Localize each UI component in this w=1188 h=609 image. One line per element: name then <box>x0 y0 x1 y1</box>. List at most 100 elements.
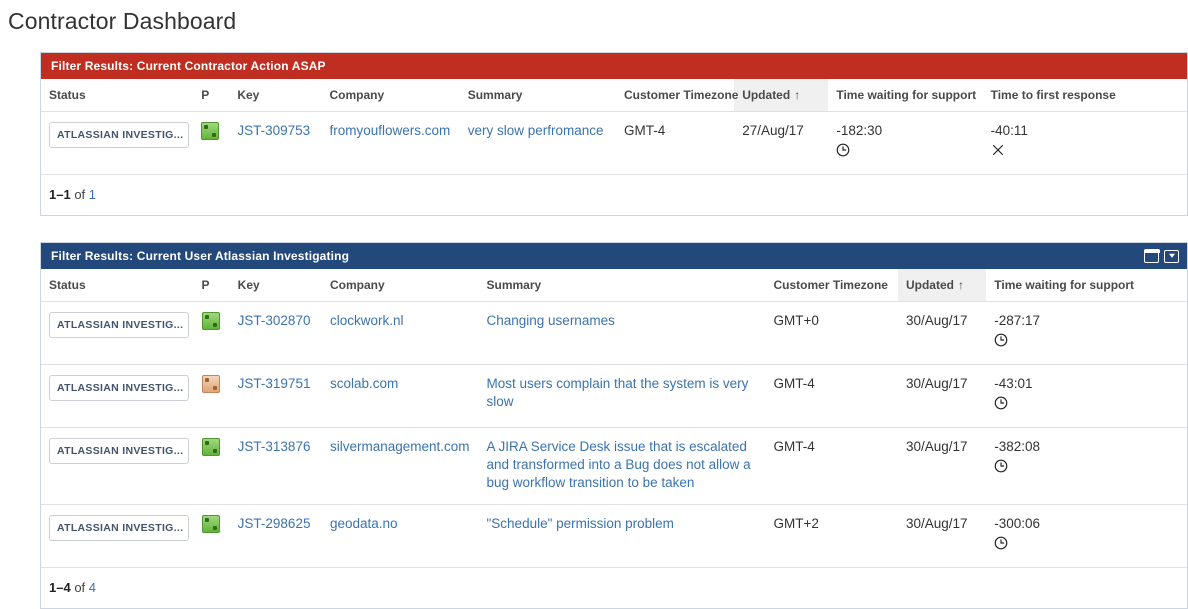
cell-time-waiting: -182:30 <box>828 111 983 175</box>
time-waiting-value: -287:17 <box>994 313 1041 328</box>
issue-key-link[interactable]: JST-309753 <box>237 123 311 138</box>
cell-company: clockwork.nl <box>321 301 479 365</box>
status-badge[interactable]: ATLASSIAN INVESTIG... <box>49 122 189 148</box>
sort-ascending-icon: ↑ <box>957 278 964 292</box>
pagination-of: of <box>74 580 86 595</box>
dropdown-icon[interactable] <box>1164 249 1179 263</box>
gadget-header-contractor-action-asap[interactable]: Filter Results: Current Contractor Actio… <box>41 53 1187 79</box>
dashboard-container: Filter Results: Current Contractor Actio… <box>0 52 1188 609</box>
column-header-summary[interactable]: Summary <box>478 269 766 302</box>
column-header-priority[interactable]: P <box>193 269 230 302</box>
clock-icon <box>836 143 850 160</box>
cell-customer-timezone: GMT-4 <box>615 111 735 175</box>
gadget-controls <box>1143 249 1179 263</box>
cell-key: JST-313876 <box>229 427 322 505</box>
time-waiting-value: -43:01 <box>994 376 1033 391</box>
cell-key: JST-309753 <box>229 111 322 175</box>
minimize-icon[interactable] <box>1143 249 1160 263</box>
summary-link[interactable]: very slow perfromance <box>467 123 604 138</box>
cell-key: JST-319751 <box>229 364 322 428</box>
gadget-title: Filter Results: Current User Atlassian I… <box>51 249 350 263</box>
cell-key: JST-302870 <box>229 301 322 365</box>
issue-table-current-user-atlassian-investigating: Status P Key Company Summary Customer Ti… <box>41 269 1187 568</box>
company-link[interactable]: silvermanagement.com <box>329 439 470 454</box>
table-row[interactable]: ATLASSIAN INVESTIG... JST-319751 scolab.… <box>41 364 1187 428</box>
company-link[interactable]: clockwork.nl <box>329 313 404 328</box>
column-header-key[interactable]: Key <box>229 269 322 302</box>
pagination-of: of <box>74 187 86 202</box>
cell-updated: 30/Aug/17 <box>897 427 987 505</box>
column-header-priority[interactable]: P <box>193 79 230 112</box>
column-header-summary[interactable]: Summary <box>459 79 616 112</box>
cell-status: ATLASSIAN INVESTIG... <box>41 504 194 568</box>
cell-priority <box>193 427 230 505</box>
column-header-company[interactable]: Company <box>321 269 479 302</box>
sort-ascending-icon: ↑ <box>794 88 801 102</box>
cell-customer-timezone: GMT-4 <box>765 427 898 505</box>
column-header-key[interactable]: Key <box>229 79 322 112</box>
status-badge[interactable]: ATLASSIAN INVESTIG... <box>49 515 189 541</box>
cell-summary: Changing usernames <box>478 301 766 365</box>
page-title: Contractor Dashboard <box>8 8 237 34</box>
issue-table-contractor-action-asap: Status P Key Company Summary Customer Ti… <box>41 79 1187 175</box>
column-header-updated[interactable]: Updated ↑ <box>734 79 829 112</box>
pagination-summary: 1–4 of 4 <box>41 568 1187 608</box>
status-badge[interactable]: ATLASSIAN INVESTIG... <box>49 438 189 464</box>
cell-status: ATLASSIAN INVESTIG... <box>41 427 194 505</box>
column-header-status[interactable]: Status <box>41 269 194 302</box>
cell-company: fromyouflowers.com <box>321 111 460 175</box>
table-row[interactable]: ATLASSIAN INVESTIG... JST-302870 clockwo… <box>41 301 1187 365</box>
cell-updated: 30/Aug/17 <box>897 504 987 568</box>
cell-summary: A JIRA Service Desk issue that is escala… <box>478 427 766 505</box>
gadget-header-current-user-atlassian-investigating[interactable]: Filter Results: Current User Atlassian I… <box>41 243 1187 269</box>
time-waiting-value: -182:30 <box>836 123 883 138</box>
column-header-time-first-response[interactable]: Time to first response <box>982 79 1187 112</box>
column-header-updated[interactable]: Updated ↑ <box>897 269 987 302</box>
column-header-company[interactable]: Company <box>321 79 460 112</box>
pagination-total-link[interactable]: 1 <box>88 187 97 202</box>
cell-time-waiting: -382:08 <box>986 427 1187 505</box>
summary-link[interactable]: "Schedule" permission problem <box>486 516 674 531</box>
time-first-response-value: -40:11 <box>990 123 1028 138</box>
table-header-row: Status P Key Company Summary Customer Ti… <box>41 79 1187 112</box>
table-row[interactable]: ATLASSIAN INVESTIG... JST-298625 geodata… <box>41 504 1187 568</box>
issue-key-link[interactable]: JST-319751 <box>237 376 311 391</box>
cell-summary: Most users complain that the system is v… <box>478 364 766 428</box>
cell-updated: 30/Aug/17 <box>897 364 987 428</box>
cell-status: ATLASSIAN INVESTIG... <box>41 364 194 428</box>
issue-key-link[interactable]: JST-298625 <box>237 516 311 531</box>
clock-icon <box>994 459 1008 476</box>
pagination-total-link[interactable]: 4 <box>88 580 97 595</box>
cell-priority <box>193 504 230 568</box>
column-header-status[interactable]: Status <box>41 79 194 112</box>
company-link[interactable]: fromyouflowers.com <box>329 123 451 138</box>
column-header-customer-timezone[interactable]: Customer Timezone <box>765 269 898 302</box>
column-header-time-waiting[interactable]: Time waiting for support <box>986 269 1187 302</box>
priority-green-icon <box>201 438 220 457</box>
summary-link[interactable]: A JIRA Service Desk issue that is escala… <box>486 439 751 490</box>
column-header-time-waiting[interactable]: Time waiting for support <box>828 79 983 112</box>
priority-green-icon <box>201 122 220 141</box>
priority-green-icon <box>201 515 220 534</box>
clock-icon <box>994 333 1008 350</box>
table-header-row: Status P Key Company Summary Customer Ti… <box>41 269 1187 302</box>
issue-key-link[interactable]: JST-302870 <box>237 313 311 328</box>
cell-status: ATLASSIAN INVESTIG... <box>41 111 194 175</box>
cell-priority <box>193 111 230 175</box>
cell-time-waiting: -43:01 <box>986 364 1187 428</box>
gadget-title: Filter Results: Current Contractor Actio… <box>51 59 326 73</box>
issue-key-link[interactable]: JST-313876 <box>237 439 311 454</box>
table-row[interactable]: ATLASSIAN INVESTIG... JST-309753 fromyou… <box>41 111 1187 175</box>
summary-link[interactable]: Most users complain that the system is v… <box>486 376 749 409</box>
status-badge[interactable]: ATLASSIAN INVESTIG... <box>49 375 189 401</box>
status-badge[interactable]: ATLASSIAN INVESTIG... <box>49 312 189 338</box>
column-header-customer-timezone[interactable]: Customer Timezone <box>615 79 738 112</box>
cell-priority <box>193 364 230 428</box>
summary-link[interactable]: Changing usernames <box>486 313 615 328</box>
company-link[interactable]: geodata.no <box>329 516 398 531</box>
company-link[interactable]: scolab.com <box>329 376 399 391</box>
cell-key: JST-298625 <box>229 504 322 568</box>
gadget-contractor-action-asap: Filter Results: Current Contractor Actio… <box>40 52 1188 216</box>
table-row[interactable]: ATLASSIAN INVESTIG... JST-313876 silverm… <box>41 427 1187 505</box>
column-header-updated-label: Updated <box>905 278 954 292</box>
